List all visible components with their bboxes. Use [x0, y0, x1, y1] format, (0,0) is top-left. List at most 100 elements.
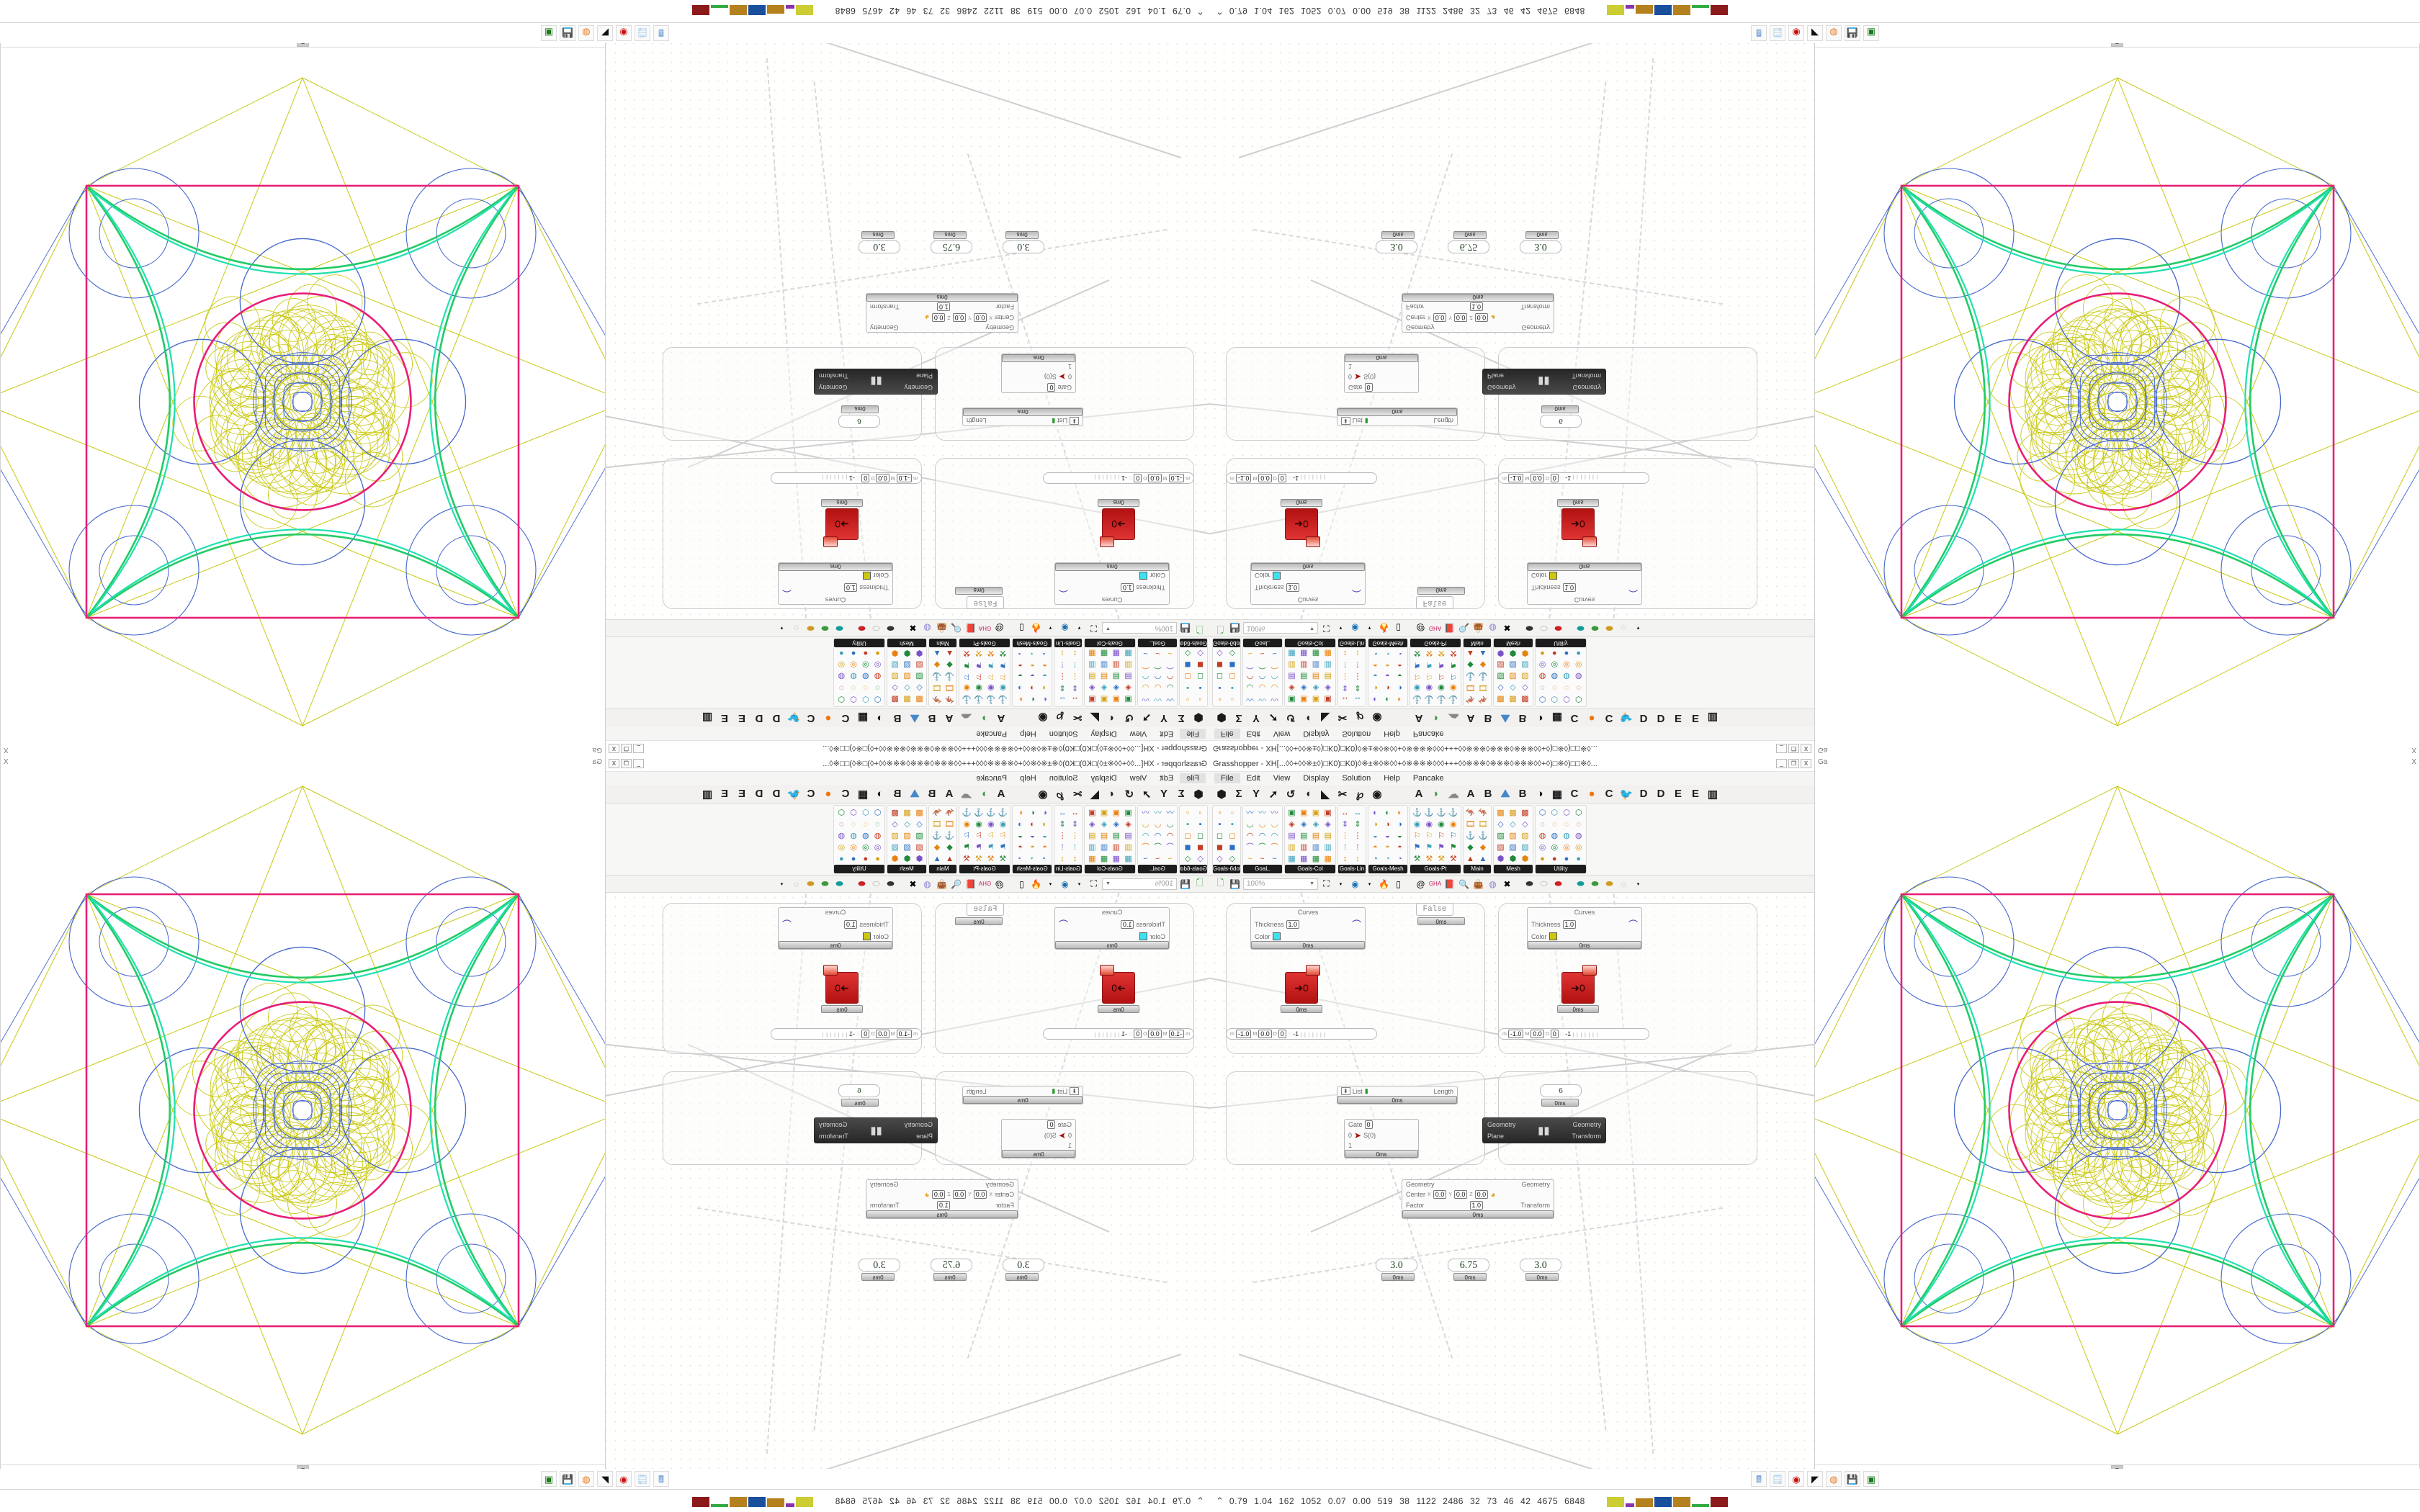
rhino-icon[interactable]: ◉: [1788, 1471, 1804, 1487]
slider-max[interactable]: 0.0: [876, 474, 889, 482]
chevron-up-icon[interactable]: ⌃: [1196, 1495, 1204, 1506]
palette-component-icon[interactable]: ▧: [891, 843, 899, 852]
kangaroo-solver-component[interactable]: ➜0: [1102, 972, 1135, 1004]
palette-component-icon[interactable]: ◐: [1030, 809, 1035, 817]
palette-group-label[interactable]: Goals-Lin: [1338, 639, 1366, 647]
cross-wires-icon[interactable]: ✖: [1503, 623, 1511, 634]
chevron-down-icon[interactable]: ▼: [1106, 881, 1111, 886]
palette-component-icon[interactable]: ▫: [1218, 809, 1222, 817]
palette-component-icon[interactable]: ●: [1564, 855, 1569, 863]
palette-component-icon[interactable]: ▨: [1497, 832, 1505, 840]
palette-component-icon[interactable]: ◍: [874, 672, 882, 680]
palette-component-icon[interactable]: ⚑: [975, 660, 982, 669]
balloon-icon[interactable]: ◍: [1489, 878, 1497, 889]
tab-d2[interactable]: D: [755, 712, 763, 724]
zoom-select-icon[interactable]: ⛶: [1090, 624, 1097, 634]
palette-component-icon[interactable]: ◌: [1564, 820, 1569, 829]
palette-component-icon[interactable]: ◠: [1154, 672, 1162, 680]
palette-component-icon[interactable]: ◑: [1030, 683, 1035, 692]
chevron-down-icon-1[interactable]: ▾: [1077, 625, 1081, 631]
kangaroo-solver-component[interactable]: ➜0: [1561, 508, 1595, 540]
palette-group-label[interactable]: Goals-Lin: [1054, 639, 1082, 647]
number-slider-left[interactable]: 3.0: [1003, 240, 1044, 253]
palette-component-icon[interactable]: ◍: [850, 672, 857, 680]
palette-component-icon[interactable]: ◑: [1018, 820, 1023, 829]
palette-group-label[interactable]: Goals-6dof: [1180, 639, 1207, 647]
teal-blob-icon[interactable]: ⬬: [1577, 624, 1585, 634]
menu-pancake[interactable]: Pancake: [976, 729, 1008, 738]
palette-component-icon[interactable]: ~: [1272, 649, 1277, 657]
palette-component-icon[interactable]: ▣: [1324, 695, 1332, 703]
capsule-icon[interactable]: ▯: [1396, 878, 1401, 889]
palette-component-icon[interactable]: ↕: [1072, 855, 1077, 863]
kangaroo-solver-component[interactable]: ➜0: [1285, 965, 1320, 1004]
slider-min[interactable]: -1.0: [1235, 474, 1252, 482]
center-z-value[interactable]: 0.0: [931, 1190, 946, 1199]
palette-component-icon[interactable]: ⚓: [932, 672, 942, 680]
palette-component-icon[interactable]: ▲: [946, 649, 954, 657]
palette-group-label[interactable]: Goals-Pt: [1410, 865, 1461, 873]
palette-component-icon[interactable]: ▣: [1312, 695, 1320, 703]
palette-component-icon[interactable]: ⚑: [1413, 843, 1421, 852]
teal-blob-icon[interactable]: ⬬: [835, 624, 843, 634]
grasshopper-canvas[interactable]: Curves Thickness 1.0 ⌒ Color 0ms: [606, 893, 1210, 1473]
notepad-icon[interactable]: 🗒: [1770, 1471, 1785, 1487]
palette-component-icon[interactable]: ◔: [1018, 649, 1023, 657]
palette-component-icon[interactable]: ●: [875, 855, 880, 863]
palette-component-icon[interactable]: ◉: [963, 820, 971, 829]
palette-component-icon[interactable]: ◇: [1197, 649, 1204, 657]
palette-component-icon[interactable]: ◉: [1413, 683, 1421, 692]
palette-component-icon[interactable]: ⬡: [874, 695, 882, 703]
preview-node-yellow[interactable]: Curves Thickness 1.0 ⌒ Color 0ms: [1527, 562, 1642, 605]
palette-component-icon[interactable]: ⇕: [1071, 683, 1079, 692]
palette-component-icon[interactable]: ▣: [1088, 695, 1096, 703]
flame-icon[interactable]: 🔥: [1031, 878, 1041, 889]
palette-component-icon[interactable]: ◓: [1373, 660, 1378, 669]
palette-component-icon[interactable]: ▤: [1124, 672, 1132, 680]
bag-icon[interactable]: 👜: [936, 623, 947, 634]
tab-c1[interactable]: C: [1570, 712, 1579, 724]
number-slider[interactable]: m -1.0 M 0.0 D 0 ◌ -1 ꞁꞁꞁꞁꞁꞁꞁ: [1043, 1028, 1194, 1040]
chevron-up-icon[interactable]: ⌃: [1216, 6, 1224, 17]
palette-component-icon[interactable]: ▦: [1112, 649, 1120, 657]
palette-component-icon[interactable]: ↕: [1060, 855, 1065, 863]
tab-e2[interactable]: E: [721, 788, 729, 800]
tab-a1[interactable]: A: [997, 788, 1005, 800]
dotted-circle-icon[interactable]: ◌: [1621, 623, 1627, 634]
center-y-value[interactable]: 0.0: [1453, 313, 1468, 322]
drop-icon[interactable]: ◖: [1108, 788, 1116, 800]
palette-component-icon[interactable]: ◍: [1551, 832, 1559, 840]
terminal-icon[interactable]: ▣: [541, 1471, 557, 1487]
palette-component-icon[interactable]: ⚓: [1436, 695, 1446, 703]
palette-component-icon[interactable]: ⬢: [903, 855, 911, 863]
palette-component-icon[interactable]: ◠: [1166, 832, 1174, 840]
palette-component-icon[interactable]: ⚑: [999, 843, 1007, 852]
palette-component-icon[interactable]: ▤: [1288, 832, 1296, 840]
palette-component-icon[interactable]: ◇: [1197, 855, 1204, 863]
palette-component-icon[interactable]: ▪: [1218, 683, 1222, 692]
palette-component-icon[interactable]: ⚑: [1449, 660, 1457, 669]
palette-component-icon[interactable]: ◌: [1576, 683, 1582, 692]
palette-component-icon[interactable]: ◈: [1301, 820, 1307, 829]
palette-group-label[interactable]: Goals-Col: [1085, 865, 1135, 873]
tab-d2[interactable]: D: [1657, 712, 1665, 724]
palette-component-icon[interactable]: ⬢: [1497, 855, 1505, 863]
y-icon[interactable]: Y: [1160, 788, 1168, 800]
palette-component-icon[interactable]: ◔: [1385, 649, 1390, 657]
cross-wires-icon[interactable]: ✖: [909, 623, 917, 634]
palette-component-icon[interactable]: ⚒: [1425, 649, 1433, 657]
notepad-icon[interactable]: 🗒: [635, 25, 650, 41]
green-blob-icon[interactable]: ⬬: [821, 624, 829, 634]
palette-component-icon[interactable]: ⚓: [944, 672, 955, 680]
palette-component-icon[interactable]: ◑: [1373, 683, 1378, 692]
palette-group-label[interactable]: GoaL.: [1243, 639, 1282, 647]
palette-component-icon[interactable]: ⚐: [1438, 672, 1445, 680]
preview-node-cyan[interactable]: Curves Thickness 1.0 ⌒ Color 0ms: [1054, 562, 1170, 605]
palette-component-icon[interactable]: ▩: [1521, 695, 1529, 703]
palette-component-icon[interactable]: ◔: [1397, 855, 1402, 863]
palette-component-icon[interactable]: ◈: [1301, 683, 1307, 692]
palette-component-icon[interactable]: ◎: [1538, 660, 1546, 669]
palette-component-icon[interactable]: ⚐: [999, 672, 1007, 680]
palette-component-icon[interactable]: ⚐: [1413, 672, 1421, 680]
spiral-icon[interactable]: ↺: [1286, 788, 1296, 801]
